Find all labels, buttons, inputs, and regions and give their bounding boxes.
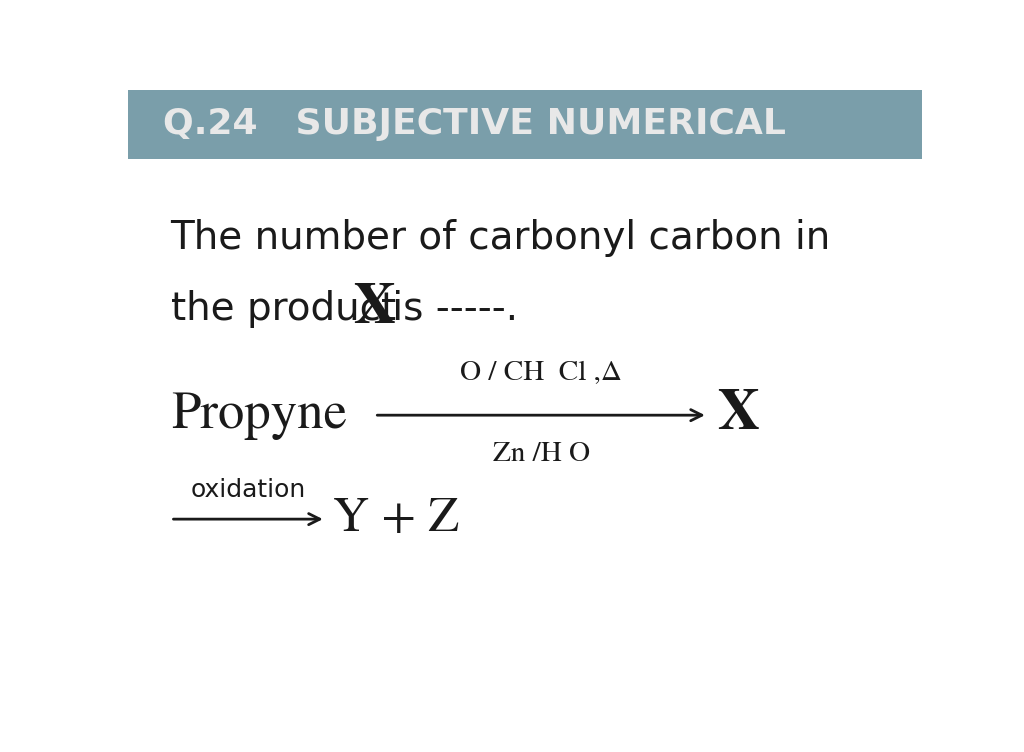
Text: X: X [352, 283, 395, 335]
Text: Propyne: Propyne [171, 390, 347, 440]
Text: is -----.: is -----. [380, 290, 518, 328]
Text: Y + Z: Y + Z [334, 496, 460, 542]
Text: oxidation: oxidation [190, 478, 306, 502]
Bar [128, 90, 922, 159]
Text: Q.24   SUBJECTIVE NUMERICAL: Q.24 SUBJECTIVE NUMERICAL [163, 108, 785, 141]
Text: The number of carbonyl carbon in: The number of carbonyl carbon in [171, 219, 830, 257]
Text: X: X [717, 390, 759, 441]
Text: O₃/ CH₂ Cl₂,Δ: O₃/ CH₂ Cl₂,Δ [460, 361, 622, 386]
Text: the product: the product [171, 290, 409, 328]
Text: Zn /H₂O: Zn /H₂O [493, 442, 590, 467]
